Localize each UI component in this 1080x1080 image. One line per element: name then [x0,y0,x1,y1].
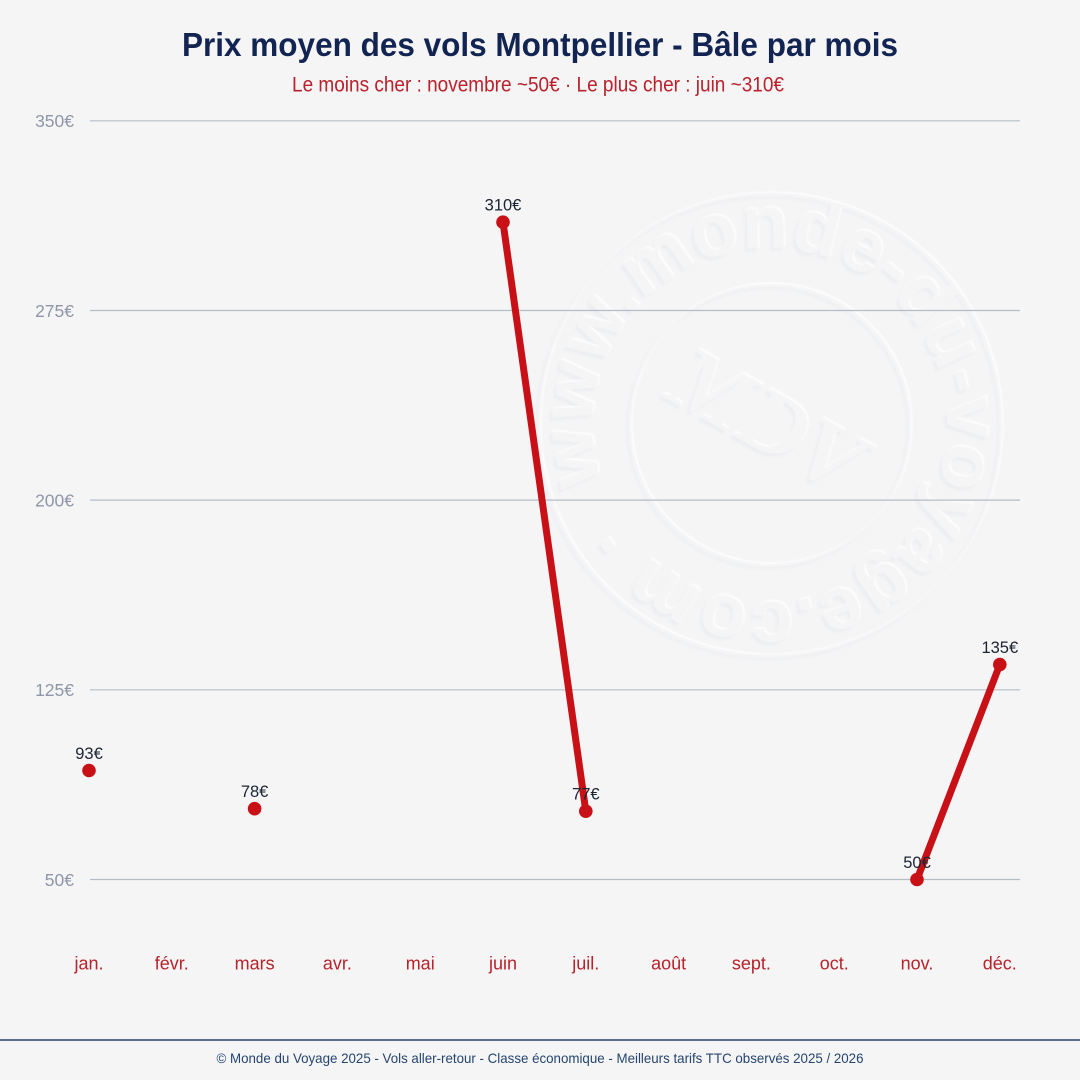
svg-text:50€: 50€ [45,870,74,890]
svg-text:200€: 200€ [35,490,74,510]
svg-text:125€: 125€ [35,680,74,700]
svg-text:mars: mars [235,954,275,974]
svg-text:© Monde du Voyage 2025 - Vols: © Monde du Voyage 2025 - Vols aller-reto… [217,1051,864,1066]
svg-text:275€: 275€ [35,301,74,321]
svg-text:août: août [651,954,686,974]
svg-text:sept.: sept. [732,954,771,974]
svg-text:93€: 93€ [75,745,103,763]
svg-text:Le moins cher : novembre ~50€: Le moins cher : novembre ~50€ · Le plus … [292,73,784,97]
svg-text:jan.: jan. [73,954,103,974]
svg-text:135€: 135€ [981,639,1018,657]
svg-text:350€: 350€ [35,111,74,131]
svg-text:avr.: avr. [323,954,352,974]
svg-text:77€: 77€ [572,786,600,804]
svg-text:78€: 78€ [241,783,269,801]
svg-text:50€: 50€ [903,854,931,872]
svg-text:310€: 310€ [485,197,522,215]
svg-text:juin: juin [488,954,517,974]
svg-text:févr.: févr. [155,954,189,974]
svg-text:oct.: oct. [820,954,849,974]
svg-text:nov.: nov. [901,954,934,974]
svg-text:juil.: juil. [571,954,599,974]
svg-text:Prix moyen des vols Montpellie: Prix moyen des vols Montpellier - Bâle p… [182,27,898,64]
svg-text:mai: mai [406,954,435,974]
svg-text:déc.: déc. [983,954,1017,974]
